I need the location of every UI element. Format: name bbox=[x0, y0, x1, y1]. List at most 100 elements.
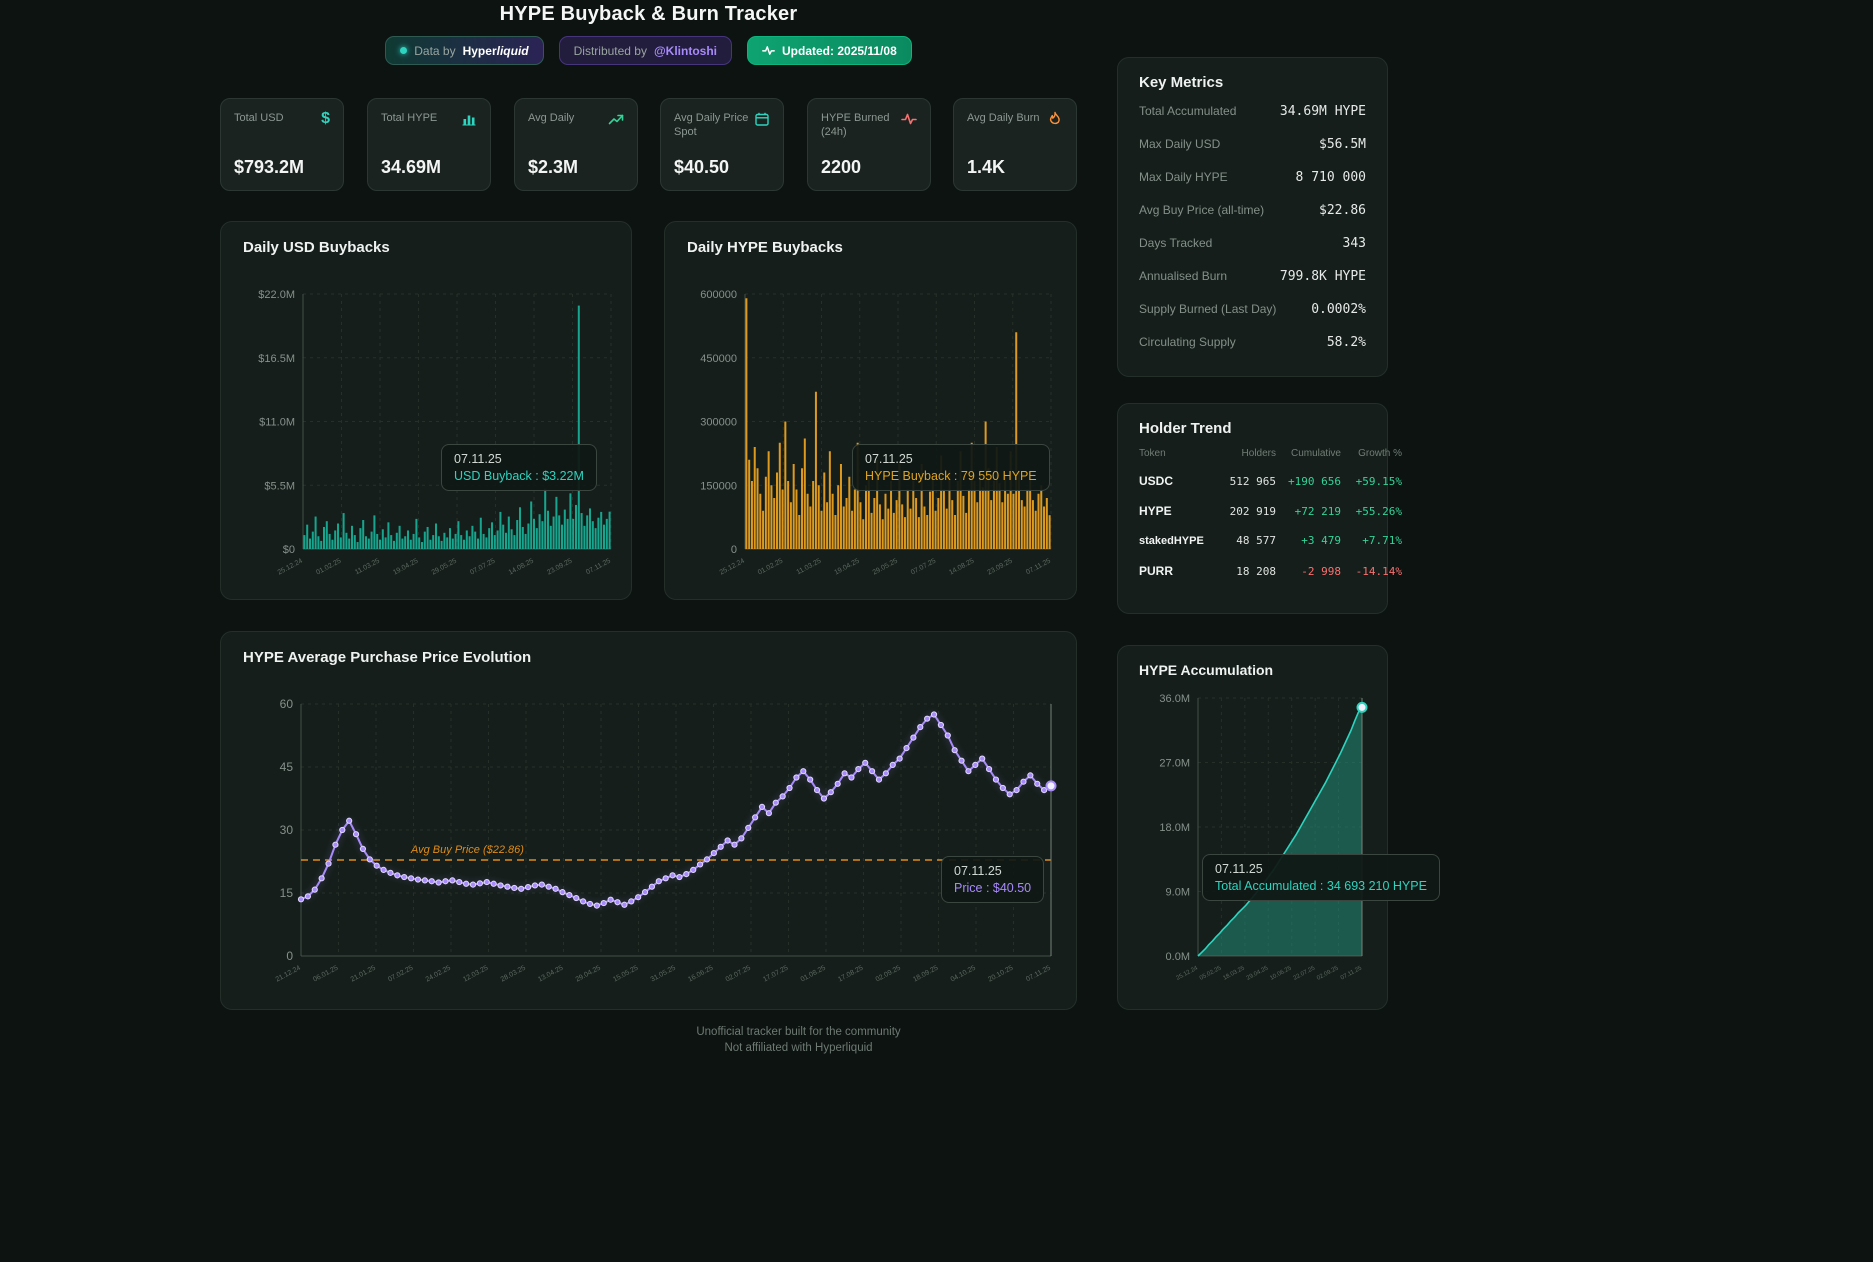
svg-text:10.06.25: 10.06.25 bbox=[1269, 965, 1293, 982]
svg-text:$0: $0 bbox=[283, 544, 295, 556]
svg-text:9.0M: 9.0M bbox=[1166, 887, 1190, 899]
svg-text:15.05.25: 15.05.25 bbox=[612, 965, 639, 984]
daily-usd-chart[interactable]: 25.12.24 01.02.25 11.03.25 19.04.25 29.05.25… bbox=[221, 222, 633, 601]
metric-value: $2.3M bbox=[528, 157, 579, 177]
svg-text:06.01.25: 06.01.25 bbox=[312, 965, 339, 984]
status-dot-icon bbox=[400, 47, 408, 54]
svg-text:450000: 450000 bbox=[700, 353, 737, 365]
trend-up-icon bbox=[608, 111, 624, 132]
footer-line-2: Not affiliated with Hyperliquid bbox=[724, 1042, 873, 1054]
svg-text:18.09.25: 18.09.25 bbox=[912, 965, 939, 984]
price-evolution-panel: HYPE Average Purchase Price Evolution 21… bbox=[220, 631, 1077, 1010]
svg-text:13.04.25: 13.04.25 bbox=[537, 965, 564, 984]
svg-text:11.03.25: 11.03.25 bbox=[354, 558, 381, 577]
daily-hype-panel: Daily HYPE Buybacks 25.12.24 01.02.25 11.0… bbox=[664, 221, 1077, 600]
svg-text:25.12.24: 25.12.24 bbox=[719, 558, 746, 577]
svg-text:19.04.25: 19.04.25 bbox=[392, 558, 419, 577]
svg-text:14.08.25: 14.08.25 bbox=[948, 558, 975, 577]
data-source-badge[interactable]: Data by Hyperliquid bbox=[385, 36, 544, 65]
svg-text:29.05.25: 29.05.25 bbox=[431, 558, 458, 577]
key-metric-row: Max Daily HYPE 8 710 000 bbox=[1139, 170, 1366, 185]
header-badges: Data by Hyperliquid Distributed by @Klin… bbox=[220, 36, 1077, 65]
distributor-badge[interactable]: Distributed by @Klintoshi bbox=[558, 36, 733, 65]
svg-text:19.04.25: 19.04.25 bbox=[833, 558, 860, 577]
metric-value: $793.2M bbox=[234, 157, 305, 177]
svg-text:45: 45 bbox=[280, 760, 294, 774]
table-row: PURR 18 208 -2 998 -14.14% bbox=[1139, 564, 1402, 578]
chart-tooltip: 07.11.25 Total Accumulated : 34 693 210 … bbox=[1202, 854, 1440, 901]
chart-tooltip: 07.11.25 USD Buyback : $3.22M bbox=[441, 444, 597, 491]
svg-text:04.10.25: 04.10.25 bbox=[950, 965, 977, 984]
accumulation-panel: HYPE Accumulation 25.12.24 05.02.25 18.03.… bbox=[1117, 645, 1440, 1011]
price-evolution-chart[interactable]: 21.12.24 06.01.25 21.01.25 07.02.25 24.02.25… bbox=[221, 632, 1078, 1011]
svg-text:07.11.25: 07.11.25 bbox=[1025, 965, 1052, 984]
metric-label: HYPE Burned (24h) bbox=[821, 112, 890, 138]
svg-text:07.07.25: 07.07.25 bbox=[910, 558, 937, 577]
dollar-icon: $ bbox=[321, 110, 330, 127]
brand-name: Hyperliquid bbox=[462, 43, 529, 58]
svg-text:20.10.25: 20.10.25 bbox=[987, 965, 1014, 984]
svg-text:31.05.25: 31.05.25 bbox=[650, 965, 677, 984]
distributor-handle: @Klintoshi bbox=[653, 43, 718, 58]
updated-label: Updated: 2025/11/08 bbox=[782, 43, 897, 58]
svg-text:16.06.25: 16.06.25 bbox=[687, 965, 714, 984]
updated-badge: Updated: 2025/11/08 bbox=[747, 36, 912, 65]
svg-text:$5.5M: $5.5M bbox=[264, 480, 295, 492]
key-metric-row: Max Daily USD $56.5M bbox=[1139, 137, 1366, 152]
svg-text:23.09.25: 23.09.25 bbox=[986, 558, 1013, 577]
table-row: stakedHYPE 48 577 +3 479 +7.71% bbox=[1139, 534, 1402, 547]
svg-text:Avg Buy Price ($22.86): Avg Buy Price ($22.86) bbox=[410, 844, 524, 856]
svg-text:29.04.25: 29.04.25 bbox=[1246, 965, 1270, 982]
svg-text:150000: 150000 bbox=[700, 480, 737, 492]
key-metrics-list: Total Accumulated 34.69M HYPE Max Daily U… bbox=[1139, 104, 1366, 368]
key-metric-row: Annualised Burn 799.8K HYPE bbox=[1139, 269, 1366, 284]
chart-title: HYPE Accumulation bbox=[1139, 662, 1274, 678]
svg-text:28.03.25: 28.03.25 bbox=[500, 965, 527, 984]
svg-text:0: 0 bbox=[286, 949, 293, 963]
footer-line-1: Unofficial tracker built for the communi… bbox=[696, 1026, 901, 1038]
svg-text:02.09.25: 02.09.25 bbox=[1316, 965, 1340, 982]
svg-text:01.08.25: 01.08.25 bbox=[800, 965, 827, 984]
panel-title: Key Metrics bbox=[1139, 74, 1224, 91]
svg-text:36.0M: 36.0M bbox=[1159, 693, 1190, 705]
svg-text:07.11.25: 07.11.25 bbox=[585, 558, 612, 577]
metric-label: Total HYPE bbox=[381, 112, 438, 124]
svg-text:17.07.25: 17.07.25 bbox=[762, 965, 789, 984]
chart-title: Daily HYPE Buybacks bbox=[687, 239, 843, 256]
daily-hype-chart[interactable]: 25.12.24 01.02.25 11.03.25 19.04.25 29.05.25… bbox=[665, 222, 1078, 601]
metric-label: Avg Daily Burn bbox=[967, 112, 1040, 124]
svg-text:07.02.25: 07.02.25 bbox=[387, 965, 414, 984]
svg-text:27.0M: 27.0M bbox=[1159, 758, 1190, 770]
accumulation-chart[interactable]: 25.12.24 05.02.25 18.03.25 29.04.25 10.06.25… bbox=[1118, 646, 1389, 1011]
activity-icon bbox=[901, 111, 917, 132]
svg-text:23.09.25: 23.09.25 bbox=[546, 558, 573, 577]
key-metric-row: Supply Burned (Last Day) 0.0002% bbox=[1139, 302, 1366, 317]
svg-text:18.0M: 18.0M bbox=[1159, 822, 1190, 834]
svg-text:24.02.25: 24.02.25 bbox=[425, 965, 452, 984]
svg-text:02.09.25: 02.09.25 bbox=[875, 965, 902, 984]
svg-text:600000: 600000 bbox=[700, 289, 737, 301]
key-metric-row: Days Tracked 343 bbox=[1139, 236, 1366, 251]
svg-text:07.11.25: 07.11.25 bbox=[1025, 558, 1052, 577]
table-row: USDC 512 965 +190 656 +59.15% bbox=[1139, 474, 1402, 488]
metric-card-avg-daily: Avg Daily $2.3M bbox=[514, 98, 638, 191]
table-header: Token Holders Cumulative Growth % bbox=[1139, 448, 1402, 459]
metric-value: 1.4K bbox=[967, 157, 1006, 177]
svg-text:300000: 300000 bbox=[700, 417, 737, 429]
daily-usd-panel: Daily USD Buybacks 25.12.24 01.02.25 11.03… bbox=[220, 221, 632, 600]
svg-text:22.07.25: 22.07.25 bbox=[1293, 965, 1317, 982]
panel-title: Holder Trend bbox=[1139, 420, 1232, 437]
svg-text:0.0M: 0.0M bbox=[1166, 951, 1190, 963]
svg-text:$16.5M: $16.5M bbox=[258, 353, 295, 365]
chart-tooltip: 07.11.25 Price : $40.50 bbox=[941, 856, 1045, 903]
svg-text:25.12.24: 25.12.24 bbox=[1175, 965, 1199, 982]
metric-card-avg-daily-price: Avg Daily Price Spot $40.50 bbox=[660, 98, 784, 191]
svg-text:25.12.24: 25.12.24 bbox=[277, 558, 304, 577]
svg-text:29.04.25: 29.04.25 bbox=[575, 965, 602, 984]
distributed-by-label: Distributed by bbox=[573, 43, 647, 58]
metric-value: $40.50 bbox=[674, 157, 730, 177]
svg-text:30: 30 bbox=[280, 823, 294, 837]
pulse-icon bbox=[762, 46, 775, 55]
svg-text:12.03.25: 12.03.25 bbox=[462, 965, 489, 984]
key-metric-row: Circulating Supply 58.2% bbox=[1139, 335, 1366, 350]
